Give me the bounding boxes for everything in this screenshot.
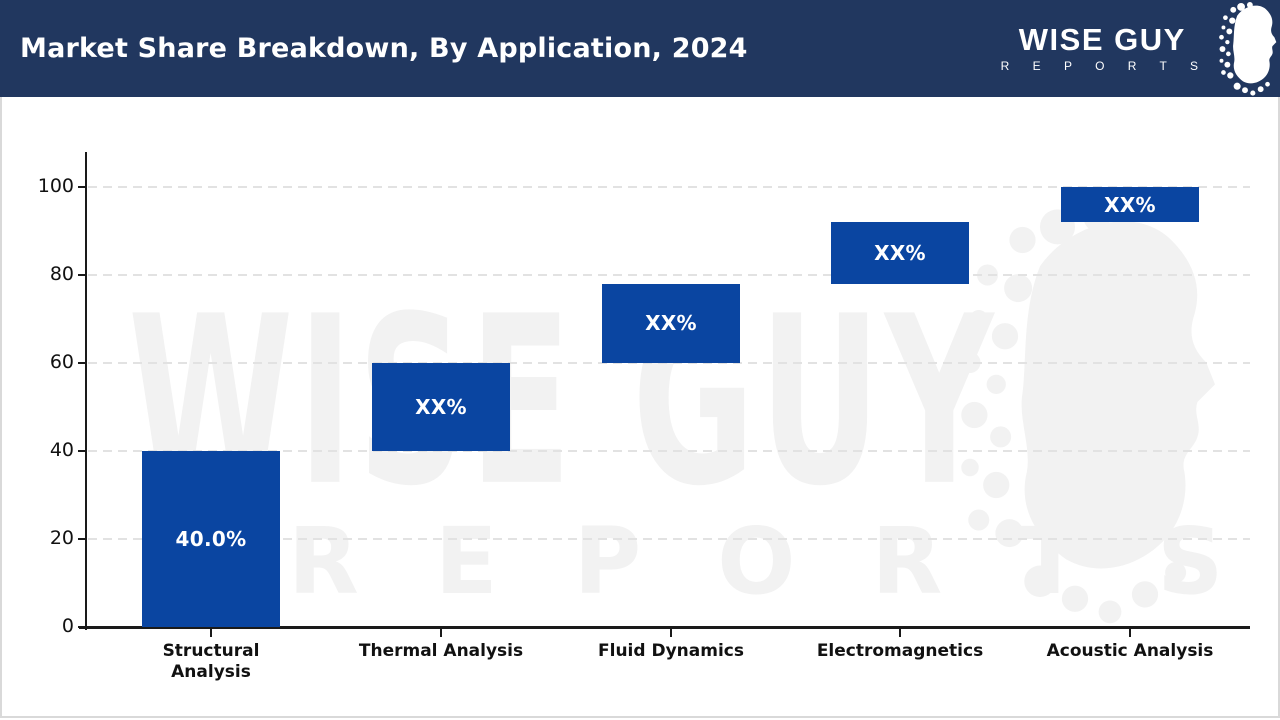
y-tick-mark <box>78 538 86 540</box>
waterfall-chart: 0 20 40 60 80 100 40.0% Structural Analysis XX% T… <box>0 97 1280 720</box>
waterfall-bar-electromagnetics: XX% <box>831 222 969 284</box>
bar-value-label: 40.0% <box>175 527 247 551</box>
y-axis-line <box>85 152 87 630</box>
x-tick-mark <box>899 629 901 637</box>
y-tick-mark <box>78 274 86 276</box>
waterfall-bar-structural-analysis: 40.0% <box>142 451 280 627</box>
x-category-label: Fluid Dynamics <box>598 641 744 661</box>
bar-value-label: XX% <box>645 311 697 336</box>
x-axis-line <box>79 626 1250 629</box>
x-category-label: Acoustic Analysis <box>1046 641 1214 661</box>
y-tick-mark <box>78 186 86 188</box>
x-tick-mark <box>210 629 212 637</box>
waterfall-bar-acoustic-analysis: XX% <box>1061 187 1199 223</box>
x-category-label: Structural Analysis <box>162 641 260 683</box>
y-gridline <box>88 362 1250 364</box>
y-tick-label: 100 <box>37 175 74 197</box>
y-tick-label: 20 <box>49 527 74 549</box>
x-tick-mark <box>1129 629 1131 637</box>
logo-wordmark-line1: WISE GUY <box>1018 21 1186 57</box>
page-title: Market Share Breakdown, By Application, … <box>20 33 748 64</box>
bar-value-label: XX% <box>874 240 926 265</box>
x-category-label: Electromagnetics <box>816 641 984 661</box>
wise-guy-logo: WISE GUY R E P O R T S <box>997 0 1280 97</box>
y-tick-label: 0 <box>61 615 74 637</box>
x-tick-mark <box>440 629 442 637</box>
header-bar: Market Share Breakdown, By Application, … <box>0 0 1280 97</box>
bar-value-label: XX% <box>1104 192 1156 217</box>
logo-wordmark-line2: R E P O R T S <box>1000 59 1208 74</box>
content-frame <box>0 97 1280 718</box>
logo-wordmark: WISE GUY R E P O R T S <box>997 21 1208 74</box>
y-tick-mark <box>78 450 86 452</box>
waterfall-bar-fluid-dynamics: XX% <box>602 283 740 363</box>
bar-value-label: XX% <box>415 395 467 419</box>
y-gridline <box>88 450 1250 452</box>
y-gridline <box>88 186 1250 188</box>
logo-face-icon <box>1210 1 1280 96</box>
y-tick-label: 60 <box>49 351 74 373</box>
y-tick-mark <box>78 362 86 364</box>
y-tick-label: 40 <box>49 439 74 461</box>
y-gridline <box>88 538 1250 540</box>
x-category-label: Thermal Analysis <box>358 641 524 661</box>
x-tick-mark <box>670 629 672 637</box>
waterfall-bar-thermal-analysis: XX% <box>372 363 510 451</box>
y-tick-label: 80 <box>49 263 74 285</box>
y-gridline <box>88 274 1250 276</box>
